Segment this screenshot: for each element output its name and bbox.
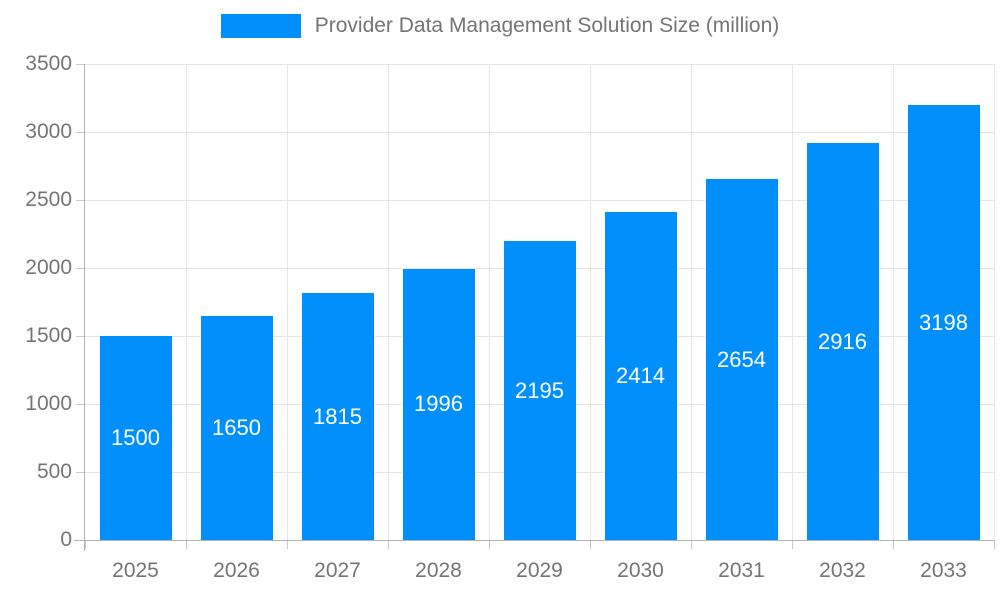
bar-2026[interactable] — [200, 315, 273, 540]
y-gridline — [85, 199, 994, 201]
x-gridline — [892, 64, 894, 540]
bar-value-label: 2195 — [515, 377, 564, 403]
bar-value-label: 2414 — [616, 362, 665, 388]
bar-value-label: 1650 — [212, 414, 261, 440]
y-axis-label: 1000 — [25, 392, 72, 415]
bar-2028[interactable] — [402, 268, 475, 540]
x-axis-tick — [488, 540, 490, 549]
x-axis-label: 2030 — [617, 559, 664, 582]
y-axis-tick — [76, 471, 85, 473]
x-gridline — [589, 64, 591, 540]
x-axis-tick — [286, 540, 288, 549]
x-axis-tick — [387, 540, 389, 549]
y-axis-tick — [76, 199, 85, 201]
y-axis-label: 2500 — [25, 188, 72, 211]
bar-value-label: 3198 — [919, 309, 968, 335]
y-axis-label: 1500 — [25, 324, 72, 347]
y-axis-tick — [76, 63, 85, 65]
x-axis-tick — [84, 540, 86, 549]
x-gridline — [488, 64, 490, 540]
legend-swatch-icon — [220, 14, 301, 38]
bar-2025[interactable] — [99, 336, 172, 540]
x-axis-tick — [185, 540, 187, 549]
x-gridline — [387, 64, 389, 540]
x-gridline — [286, 64, 288, 540]
x-axis-label: 2029 — [516, 559, 563, 582]
x-axis-label: 2031 — [718, 559, 765, 582]
x-axis-label: 2027 — [314, 559, 361, 582]
x-axis-label: 2028 — [415, 559, 462, 582]
bar-2030[interactable] — [604, 211, 677, 540]
y-axis-label: 500 — [36, 460, 72, 483]
x-axis-line — [74, 540, 994, 541]
bar-2027[interactable] — [301, 293, 374, 540]
x-axis-tick — [589, 540, 591, 549]
bar-value-label: 2654 — [717, 346, 766, 372]
x-axis-tick — [993, 540, 995, 549]
bar-value-label: 1996 — [414, 391, 463, 417]
x-axis-label: 2025 — [112, 559, 159, 582]
x-axis-tick — [690, 540, 692, 549]
y-axis-tick — [76, 267, 85, 269]
x-gridline — [185, 64, 187, 540]
x-axis-tick — [791, 540, 793, 549]
bar-2032[interactable] — [806, 143, 879, 540]
y-gridline — [85, 63, 994, 65]
y-axis-line — [84, 64, 85, 551]
x-gridline — [690, 64, 692, 540]
x-axis-tick — [892, 540, 894, 549]
x-axis-label: 2033 — [920, 559, 967, 582]
bar-value-label: 2916 — [818, 328, 867, 354]
bar-2029[interactable] — [503, 241, 576, 540]
bar-2031[interactable] — [705, 179, 778, 540]
y-axis-tick — [76, 403, 85, 405]
bar-value-label: 1815 — [313, 403, 362, 429]
y-axis-tick — [76, 335, 85, 337]
x-axis-label: 2026 — [213, 559, 260, 582]
x-gridline — [993, 64, 995, 540]
y-axis-label: 3500 — [25, 52, 72, 75]
bar-2033[interactable] — [907, 105, 980, 540]
y-axis-tick — [76, 131, 85, 133]
x-axis-label: 2032 — [819, 559, 866, 582]
y-axis-label: 0 — [60, 528, 72, 551]
y-axis-label: 2000 — [25, 256, 72, 279]
legend-label: Provider Data Management Solution Size (… — [314, 14, 780, 37]
chart-legend[interactable]: Provider Data Management Solution Size (… — [0, 12, 1000, 40]
y-gridline — [85, 131, 994, 133]
bar-value-label: 1500 — [111, 425, 160, 450]
x-gridline — [791, 64, 793, 540]
y-axis-label: 3000 — [25, 120, 72, 143]
